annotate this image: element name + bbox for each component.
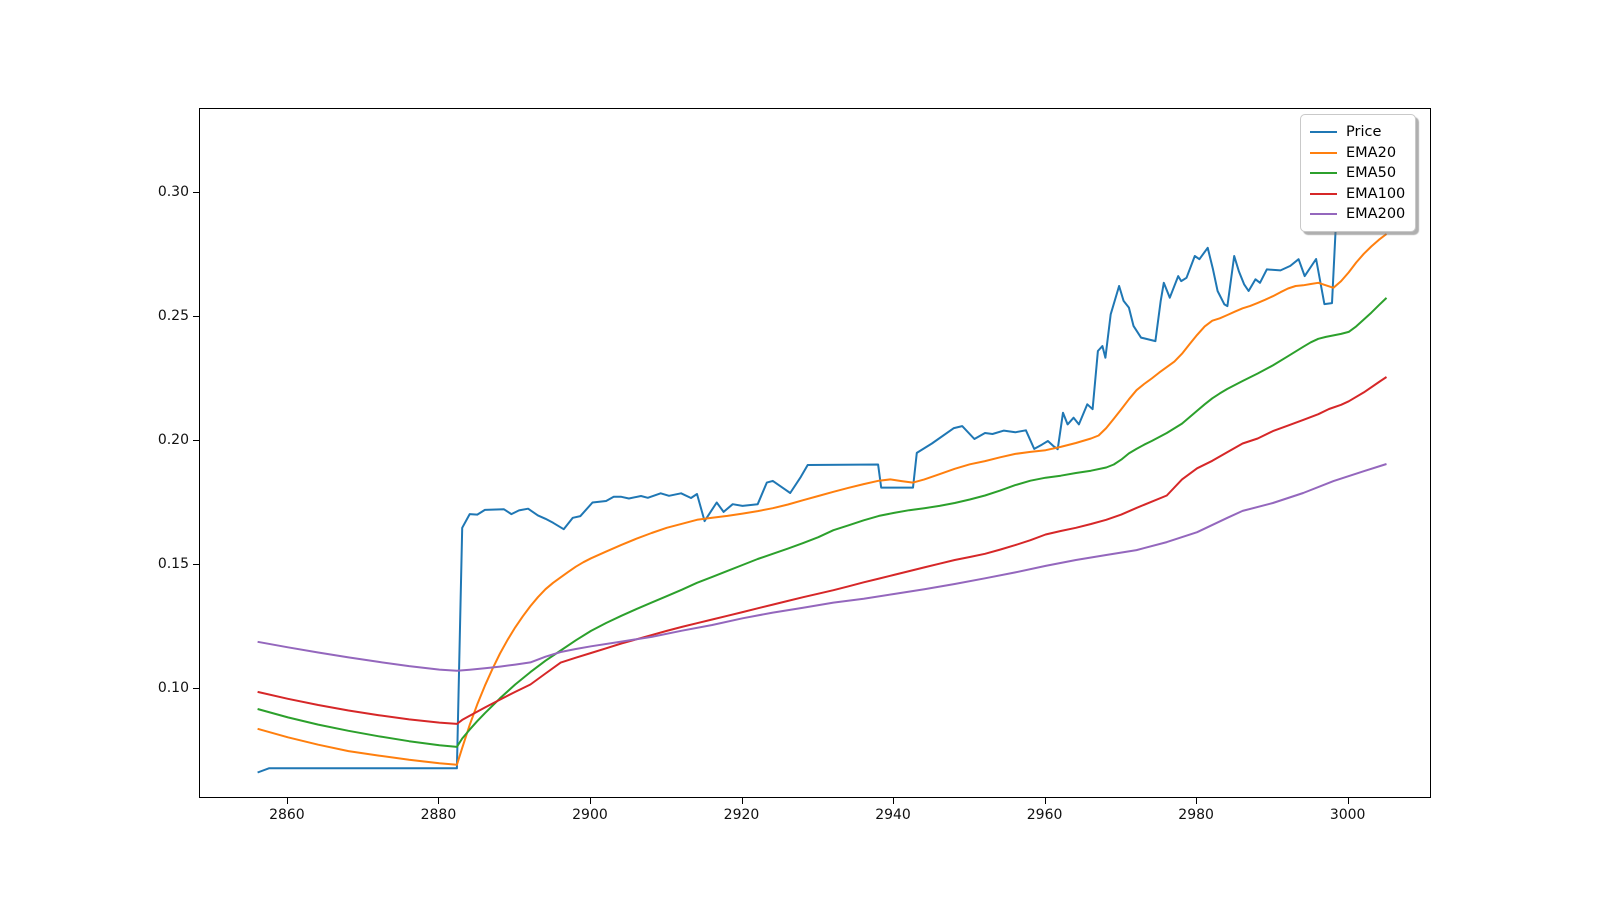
series-line-ema100 [257,376,1388,725]
x-tick-mark [1347,798,1349,804]
series-line-price [257,147,1388,774]
y-tick-mark [193,687,199,689]
legend-line-swatch-ema200 [1310,213,1337,216]
y-tick-label: 0.20 [157,431,189,448]
x-tick-label: 2880 [420,807,457,823]
legend-label: Price [1346,124,1382,140]
series-line-ema20 [257,233,1388,766]
legend-line-swatch-price [1310,131,1337,134]
y-tick-mark [193,316,199,318]
x-tick-label: 2960 [1026,807,1063,823]
x-tick-label: 2980 [1178,807,1214,823]
legend-label: EMA200 [1346,206,1406,222]
x-tick-mark [1196,798,1198,804]
y-tick-mark [193,439,199,441]
y-tick-label: 0.25 [157,308,189,325]
plot-area [199,108,1431,798]
x-tick-label: 2900 [572,807,608,823]
legend-line-swatch-ema20 [1310,151,1337,154]
y-tick-mark [193,192,199,194]
x-tick-mark [438,798,440,804]
x-tick-label: 2920 [723,807,760,823]
legend-label: EMA100 [1346,185,1406,202]
legend-item-ema50: EMA50 [1310,163,1405,184]
x-tick-mark [1044,798,1046,804]
x-tick-mark [286,798,288,804]
plot-svg [257,147,1388,774]
y-tick-mark [193,563,199,565]
x-tick-mark [589,798,591,804]
legend-item-price: Price [1310,122,1405,143]
y-tick-label: 0.10 [157,679,189,696]
legend-item-ema100: EMA100 [1310,184,1405,205]
series-line-ema200 [257,463,1387,672]
y-tick-label: 0.15 [157,555,189,572]
legend-line-swatch-ema50 [1310,172,1337,175]
x-tick-label: 2940 [875,807,911,823]
legend: Price EMA20 EMA50 EMA100 EMA200 [1300,114,1417,232]
x-tick-label: 3000 [1329,807,1366,823]
legend-line-swatch-ema100 [1310,192,1337,195]
legend-item-ema20: EMA20 [1310,143,1405,164]
legend-item-ema200: EMA200 [1310,204,1405,225]
legend-label: EMA50 [1346,165,1397,181]
x-tick-mark [893,798,895,804]
x-tick-mark [741,798,743,804]
series-line-ema50 [257,297,1388,748]
y-tick-label: 0.30 [157,184,189,201]
x-tick-label: 2860 [269,807,305,823]
legend-label: EMA20 [1346,144,1397,161]
